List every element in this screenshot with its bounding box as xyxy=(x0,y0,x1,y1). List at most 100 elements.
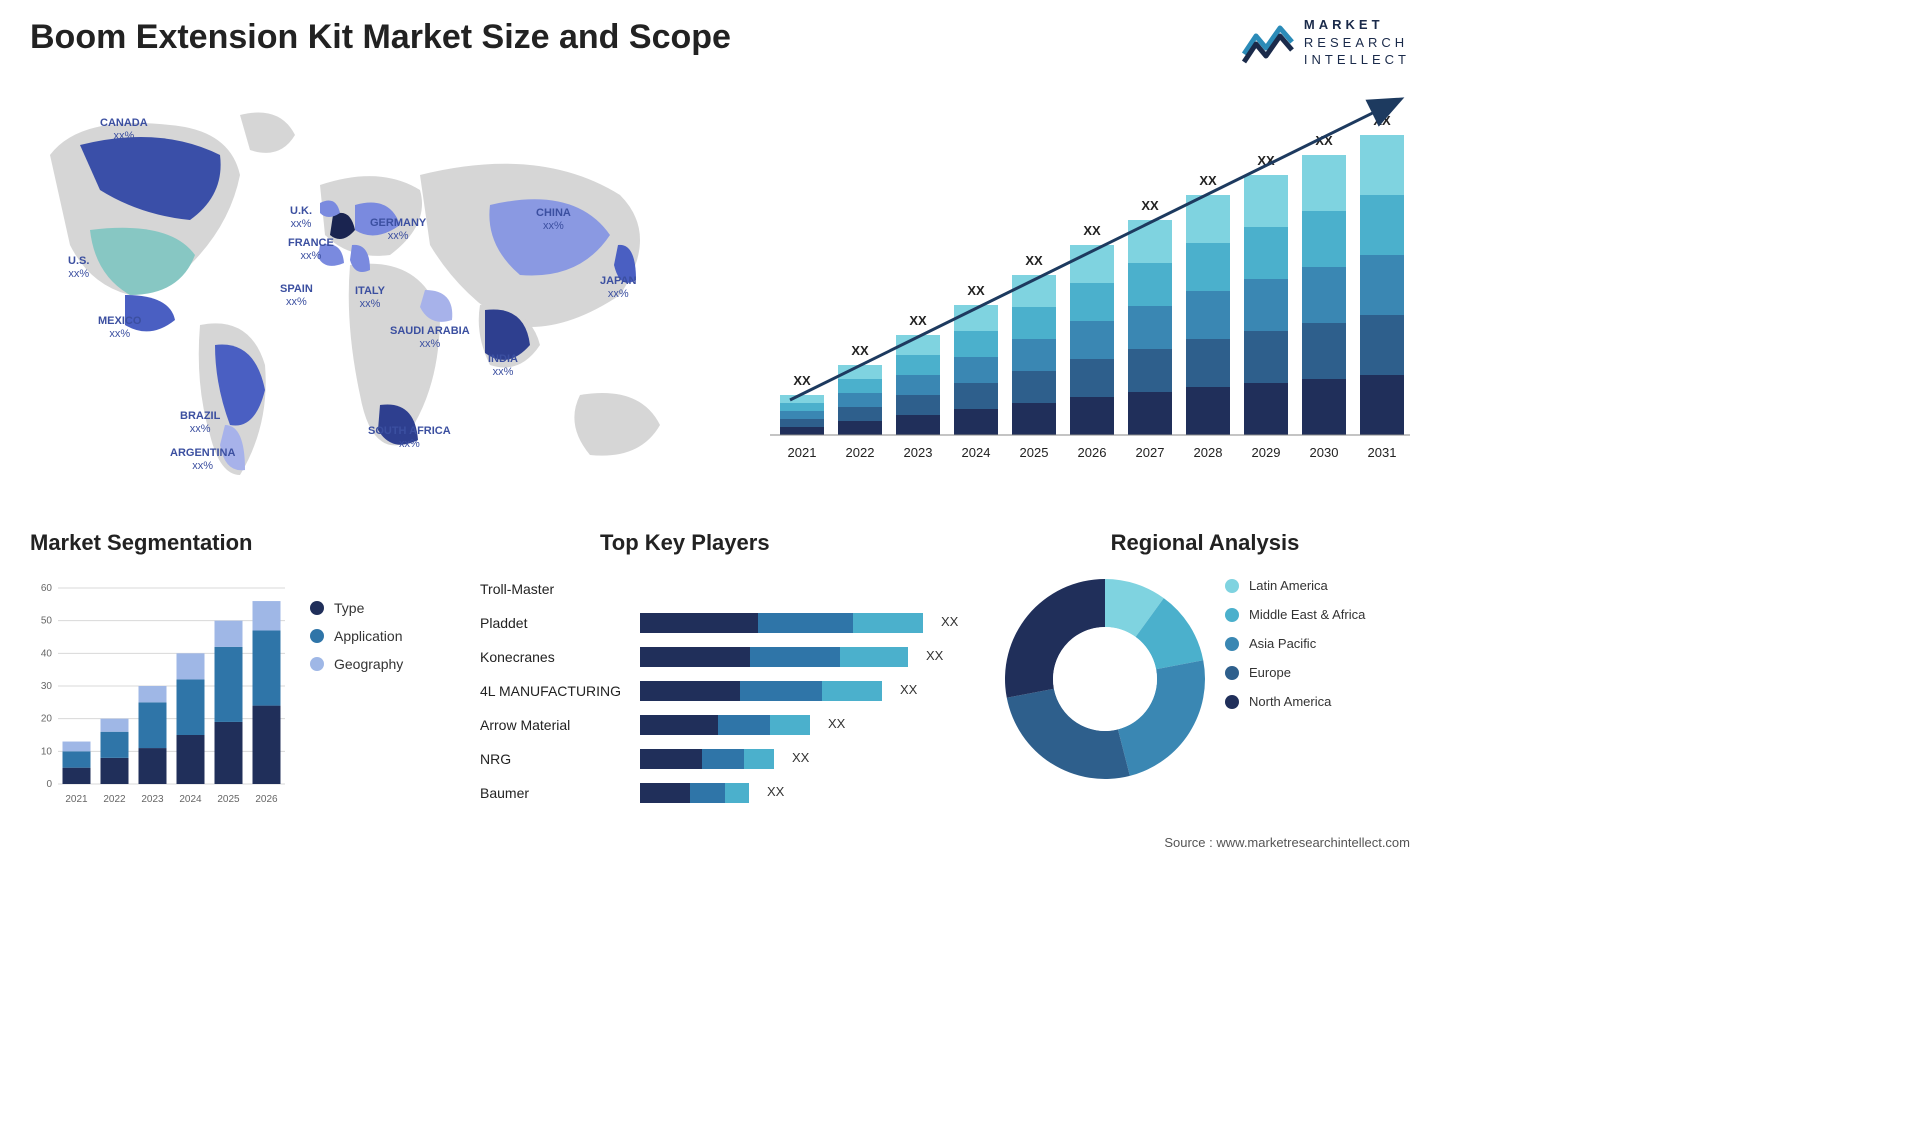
svg-text:2023: 2023 xyxy=(141,794,164,805)
key-player-bar: XX xyxy=(640,783,970,803)
world-map-panel: CANADAxx% U.S.xx% MEXICOxx% BRAZILxx% ARGENT… xyxy=(20,95,705,485)
legend-swatch-icon xyxy=(1225,695,1239,709)
map-country-label: FRANCExx% xyxy=(288,237,334,263)
svg-text:2025: 2025 xyxy=(217,794,240,805)
segmentation-title: Market Segmentation xyxy=(30,530,460,556)
key-player-bar: XX xyxy=(640,715,970,735)
svg-text:50: 50 xyxy=(41,616,53,627)
legend-item: Asia Pacific xyxy=(1225,636,1365,651)
svg-text:XX: XX xyxy=(1083,223,1101,238)
svg-text:10: 10 xyxy=(41,746,53,757)
bar-segment xyxy=(640,613,758,633)
regional-title: Regional Analysis xyxy=(1000,530,1410,556)
legend-swatch-icon xyxy=(1225,579,1239,593)
svg-text:XX: XX xyxy=(967,283,985,298)
svg-text:2022: 2022 xyxy=(103,794,126,805)
svg-text:2023: 2023 xyxy=(904,445,933,460)
svg-text:XX: XX xyxy=(1025,253,1043,268)
svg-text:0: 0 xyxy=(46,779,52,790)
key-player-name: Pladdet xyxy=(480,615,640,631)
legend-label: Geography xyxy=(334,656,403,672)
map-country-label: BRAZILxx% xyxy=(180,410,220,436)
legend-item: Middle East & Africa xyxy=(1225,607,1365,622)
segmentation-legend: TypeApplicationGeography xyxy=(310,600,403,684)
page-title: Boom Extension Kit Market Size and Scope xyxy=(30,18,731,57)
bar-segment xyxy=(640,681,740,701)
bar-segment xyxy=(840,647,908,667)
bar-segment xyxy=(725,783,749,803)
svg-text:XX: XX xyxy=(1199,173,1217,188)
map-country-label: CHINAxx% xyxy=(536,207,571,233)
key-player-row: Baumer XX xyxy=(480,778,970,808)
legend-item: Geography xyxy=(310,656,403,672)
svg-text:2026: 2026 xyxy=(255,794,278,805)
key-player-value: XX xyxy=(941,614,958,629)
svg-text:20: 20 xyxy=(41,714,53,725)
bar-segment xyxy=(770,715,810,735)
key-player-name: Konecranes xyxy=(480,649,640,665)
key-player-row: Arrow Material XX xyxy=(480,710,970,740)
key-player-value: XX xyxy=(767,784,784,799)
map-country-label: SAUDI ARABIAxx% xyxy=(390,325,470,351)
key-player-name: Baumer xyxy=(480,785,640,801)
segmentation-panel: Market Segmentation 01020304050602021202… xyxy=(30,530,460,810)
key-player-name: 4L MANUFACTURING xyxy=(480,683,640,699)
legend-label: Europe xyxy=(1249,665,1291,680)
legend-swatch-icon xyxy=(310,657,324,671)
source-attribution: Source : www.marketresearchintellect.com xyxy=(1164,835,1410,850)
legend-label: Middle East & Africa xyxy=(1249,607,1365,622)
key-player-row: Konecranes XX xyxy=(480,642,970,672)
key-players-title: Top Key Players xyxy=(600,530,970,556)
legend-item: Europe xyxy=(1225,665,1365,680)
map-country-label: SPAINxx% xyxy=(280,283,313,309)
svg-text:40: 40 xyxy=(41,648,53,659)
forecast-chart: XX2021XX2022XX2023XX2024XX2025XX2026XX20… xyxy=(750,95,1410,475)
legend-swatch-icon xyxy=(310,629,324,643)
legend-label: North America xyxy=(1249,694,1331,709)
bar-segment xyxy=(822,681,882,701)
legend-swatch-icon xyxy=(1225,608,1239,622)
map-country-label: U.S.xx% xyxy=(68,255,89,281)
map-country-label: CANADAxx% xyxy=(100,117,148,143)
logo-text: MARKET RESEARCH INTELLECT xyxy=(1304,16,1410,69)
svg-text:2030: 2030 xyxy=(1310,445,1339,460)
svg-text:2031: 2031 xyxy=(1368,445,1397,460)
svg-text:2022: 2022 xyxy=(846,445,875,460)
key-player-value: XX xyxy=(828,716,845,731)
key-player-name: Arrow Material xyxy=(480,717,640,733)
bar-segment xyxy=(640,783,690,803)
map-country-label: JAPANxx% xyxy=(600,275,636,301)
map-country-label: U.K.xx% xyxy=(290,205,312,231)
legend-item: Application xyxy=(310,628,403,644)
svg-text:2024: 2024 xyxy=(962,445,991,460)
key-player-row: NRGXX xyxy=(480,744,970,774)
key-player-bar: XX xyxy=(640,749,970,769)
legend-item: Latin America xyxy=(1225,578,1365,593)
svg-text:2024: 2024 xyxy=(179,794,202,805)
key-player-name: Troll-Master xyxy=(480,581,640,597)
map-country-label: SOUTH AFRICAxx% xyxy=(368,425,451,451)
bar-segment xyxy=(702,749,744,769)
key-player-value: XX xyxy=(926,648,943,663)
bar-segment xyxy=(690,783,725,803)
bar-segment xyxy=(740,681,822,701)
key-player-bar: XX xyxy=(640,647,970,667)
bar-segment xyxy=(640,749,702,769)
bar-segment xyxy=(718,715,770,735)
map-country-label: MEXICOxx% xyxy=(98,315,141,341)
bar-segment xyxy=(640,647,750,667)
svg-text:2028: 2028 xyxy=(1194,445,1223,460)
map-country-label: ARGENTINAxx% xyxy=(170,447,235,473)
svg-text:XX: XX xyxy=(1141,198,1159,213)
map-country-label: INDIAxx% xyxy=(488,353,518,379)
svg-text:XX: XX xyxy=(851,343,869,358)
bar-segment xyxy=(853,613,923,633)
svg-text:2027: 2027 xyxy=(1136,445,1165,460)
key-player-value: XX xyxy=(792,750,809,765)
brand-logo: MARKET RESEARCH INTELLECT xyxy=(1242,16,1410,69)
key-players-panel: Top Key Players Troll-MasterPladdetXXKon… xyxy=(480,530,970,820)
bar-segment xyxy=(758,613,853,633)
key-player-bar: XX xyxy=(640,681,970,701)
svg-text:2021: 2021 xyxy=(65,794,88,805)
bar-segment xyxy=(744,749,774,769)
